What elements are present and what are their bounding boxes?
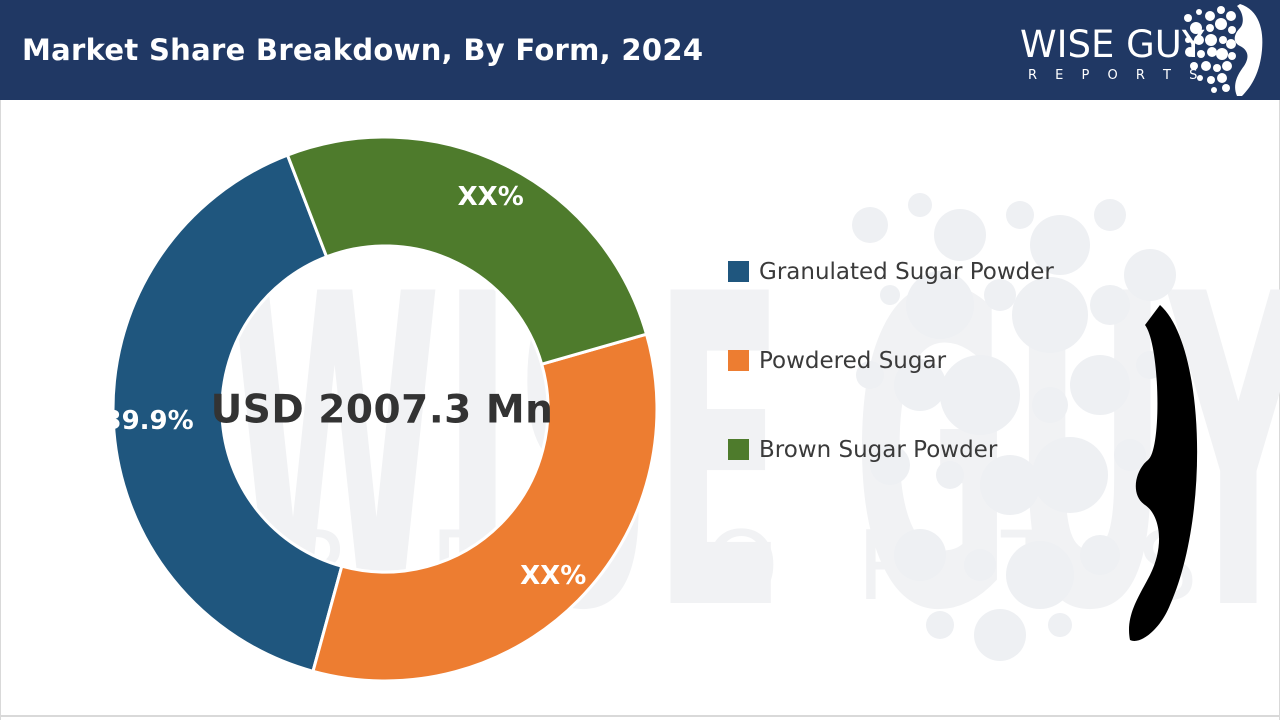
slice-percentage-label: XX% xyxy=(520,560,587,591)
legend-item: Brown Sugar Powder xyxy=(728,436,1054,463)
legend-item: Powdered Sugar xyxy=(728,347,1054,374)
legend-label: Granulated Sugar Powder xyxy=(759,258,1054,285)
donut-slice-0 xyxy=(111,153,344,673)
chart-center-value: USD 2007.3 Mn xyxy=(210,387,554,433)
page-title: Market Share Breakdown, By Form, 2024 xyxy=(22,33,704,67)
legend-swatch-icon xyxy=(728,439,749,460)
logo-wordmark: WISE GUY xyxy=(1020,23,1205,66)
chart-area: WISE GUY R E P O R T S 39.9% XX% XX% USD 2… xyxy=(0,100,1280,714)
slice-percentage-label: XX% xyxy=(457,182,524,213)
watermark-dot-face-icon xyxy=(852,193,1198,661)
chart-legend: Granulated Sugar Powder Powdered Sugar Bro… xyxy=(728,258,1054,463)
wise-guy-reports-logo: WISE GUY R E P O R T S xyxy=(1020,4,1263,96)
legend-label: Brown Sugar Powder xyxy=(759,436,998,463)
legend-swatch-icon xyxy=(728,350,749,371)
slice-percentage-label: 39.9% xyxy=(103,405,194,436)
legend-item: Granulated Sugar Powder xyxy=(728,258,1054,285)
header-bar: Market Share Breakdown, By Form, 2024 WI… xyxy=(0,0,1280,100)
bottom-divider xyxy=(0,715,1280,717)
donut-chart: 39.9% XX% XX% USD 2007.3 Mn xyxy=(103,134,660,684)
donut-slice-2 xyxy=(286,135,648,366)
legend-swatch-icon xyxy=(728,261,749,282)
logo-dot-face-icon xyxy=(1184,4,1263,96)
legend-label: Powdered Sugar xyxy=(759,347,947,374)
logo-subtitle: R E P O R T S xyxy=(1028,68,1204,83)
donut-slice-1 xyxy=(311,332,659,683)
